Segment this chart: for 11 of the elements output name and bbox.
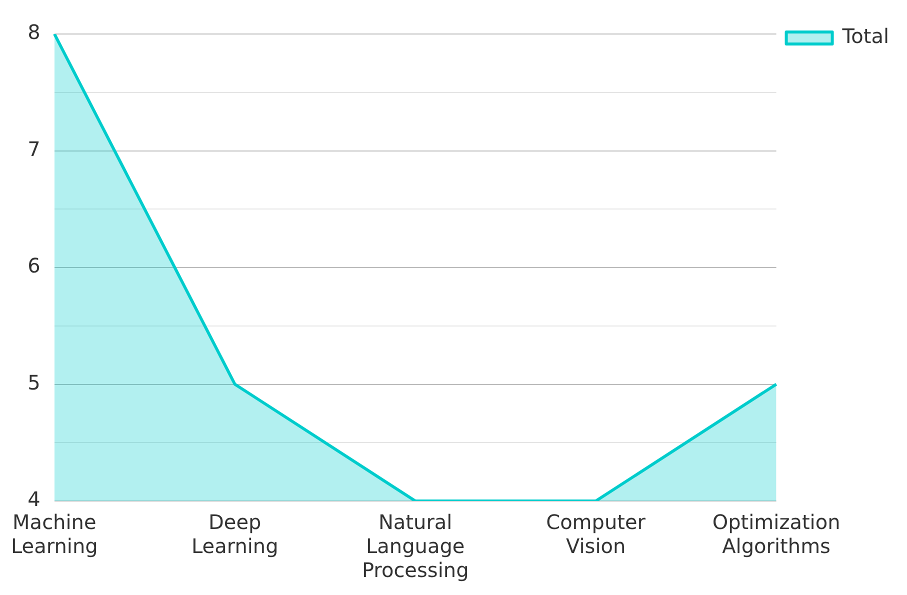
x-tick-label: Natural Language Processing xyxy=(362,510,469,582)
y-tick-label: 4 xyxy=(28,487,40,512)
y-tick-label: 8 xyxy=(28,20,40,44)
x-tick-label: Deep Learning xyxy=(191,510,278,558)
x-tick-label: Machine Learning xyxy=(11,510,98,558)
y-tick-label: 6 xyxy=(28,254,40,278)
legend-label: Total xyxy=(841,24,890,48)
y-tick-label: 5 xyxy=(28,370,40,394)
y-tick-label: 7 xyxy=(28,136,40,161)
x-tick-label: Optimization Algorithms xyxy=(712,510,840,558)
x-tick-label: Computer Vision xyxy=(546,510,646,558)
